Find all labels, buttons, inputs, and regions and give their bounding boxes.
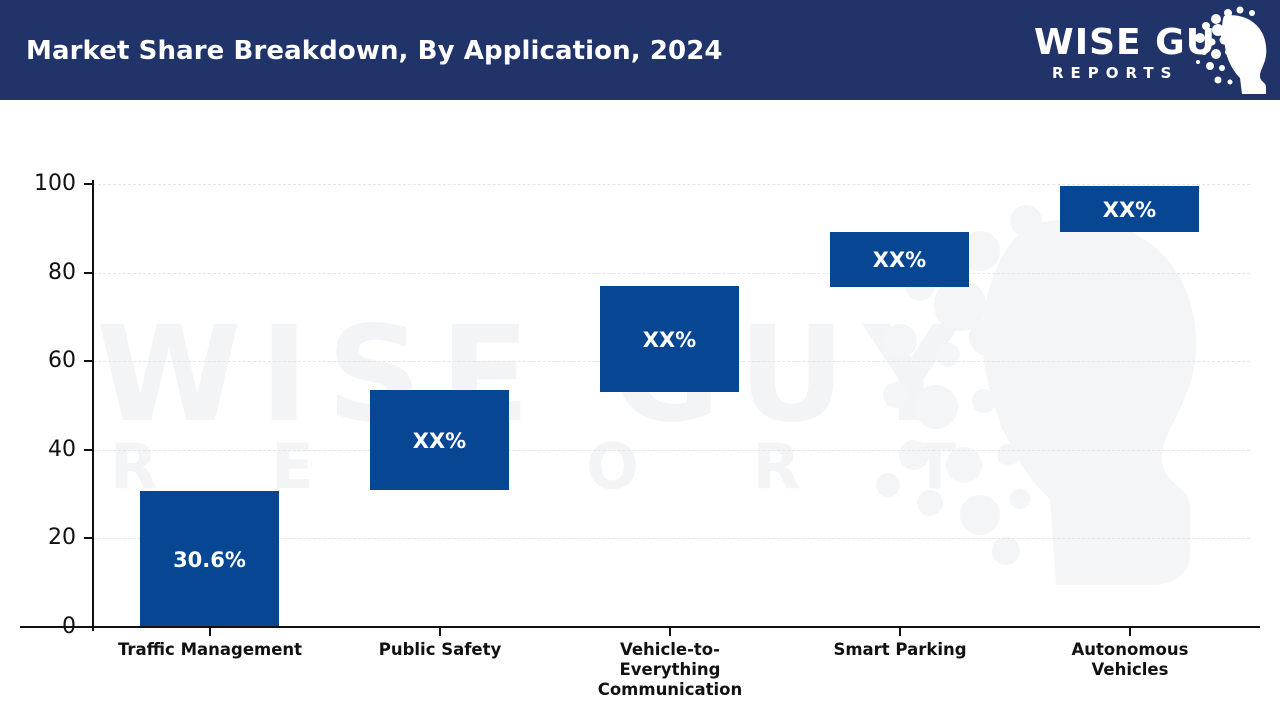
x-tick-mark-v2x-communication	[669, 627, 671, 636]
x-label-line: Vehicles	[1091, 660, 1169, 679]
gridline-20	[93, 538, 1250, 540]
x-label-line: Smart Parking	[833, 640, 967, 659]
y-tick-mark-100	[84, 183, 93, 185]
x-label-traffic-management: Traffic Management	[90, 640, 330, 660]
bar-smart-parking[interactable]	[830, 231, 969, 287]
y-tick-label-100: 100	[34, 171, 76, 196]
gridline-40	[93, 449, 1250, 451]
gridline-100	[93, 184, 1250, 185]
x-label-line: Public Safety	[378, 640, 502, 659]
x-label-line: Traffic Management	[117, 640, 303, 659]
bar-autonomous-vehicles[interactable]	[1060, 185, 1199, 232]
bar-public-safety[interactable]	[370, 390, 509, 490]
y-axis-line	[92, 180, 94, 631]
page-title: Market Share Breakdown, By Application, …	[26, 36, 723, 66]
y-tick-mark-40	[84, 448, 93, 451]
page-header: Market Share Breakdown, By Application, …	[0, 0, 1280, 100]
x-label-public-safety: Public Safety	[320, 640, 560, 660]
x-tick-mark-autonomous-vehicles	[1129, 627, 1131, 636]
y-tick-label-60: 60	[48, 348, 76, 374]
y-tick-mark-80	[84, 271, 93, 274]
x-tick-mark-smart-parking	[899, 627, 901, 636]
bar-v2x-communication[interactable]	[600, 286, 739, 393]
y-tick-mark-60	[84, 360, 93, 363]
y-tick-label-40: 40	[48, 436, 76, 462]
y-tick-mark-0	[84, 626, 93, 628]
x-label-line: Vehicle-to-	[619, 640, 720, 659]
gridline-80	[93, 272, 1250, 274]
x-label-v2x-communication: Vehicle-to- Everything Communication	[550, 640, 790, 700]
chart-canvas: WISE GUY R E P O R T S	[0, 100, 1280, 720]
bar-traffic-management[interactable]	[140, 491, 279, 627]
svg-text:REPORTS: REPORTS	[1052, 64, 1178, 82]
x-label-line: Communication	[597, 680, 743, 699]
y-tick-label-80: 80	[48, 259, 76, 285]
wise-guy-reports-logo: WISE GUY REPORTS	[1028, 4, 1272, 96]
plot-area: 30.6% XX% XX% XX% XX%	[93, 184, 1250, 627]
x-label-line: Everything	[619, 660, 721, 679]
x-tick-mark-traffic-management	[209, 627, 211, 636]
x-axis-line	[20, 626, 1260, 628]
y-tick-label-20: 20	[48, 525, 76, 551]
x-label-line: Autonomous	[1071, 640, 1189, 659]
x-label-autonomous-vehicles: Autonomous Vehicles	[1010, 640, 1250, 680]
x-tick-mark-public-safety	[439, 627, 441, 636]
y-tick-mark-20	[84, 537, 93, 540]
y-tick-label-0: 0	[62, 614, 76, 639]
x-label-smart-parking: Smart Parking	[780, 640, 1020, 660]
